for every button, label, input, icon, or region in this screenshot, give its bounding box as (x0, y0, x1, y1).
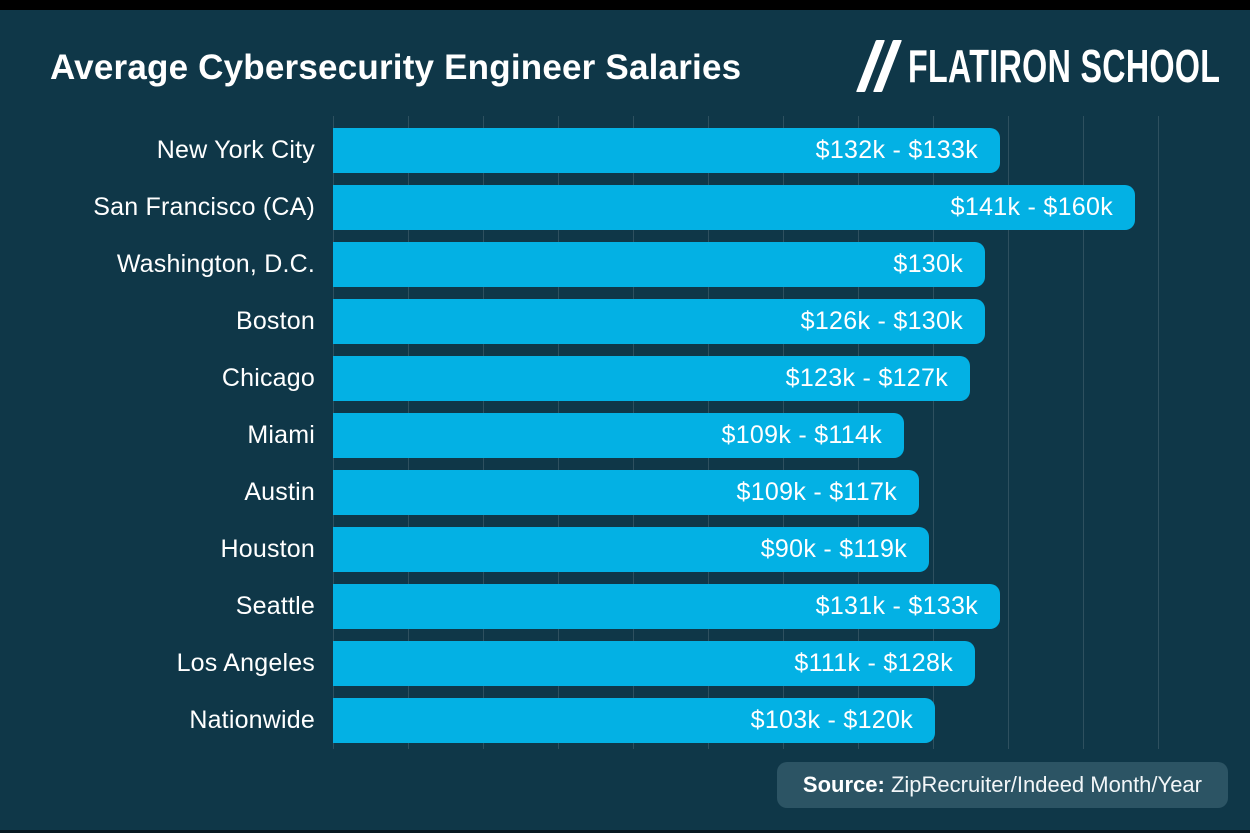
chart-row: Chicago $123k - $127k (0, 356, 1250, 401)
salary-bar: $103k - $120k (333, 698, 935, 743)
bar-value-label: $111k - $128k (794, 649, 953, 677)
chart-row: Houston $90k - $119k (0, 527, 1250, 572)
salary-bar: $126k - $130k (333, 299, 985, 344)
bar-value-label: $123k - $127k (785, 364, 948, 392)
bar-category-label: Chicago (221, 364, 315, 392)
bar-category-label: Seattle (235, 592, 315, 620)
bar-value-label: $141k - $160k (950, 193, 1113, 221)
bar-category-label: Washington, D.C. (116, 250, 315, 278)
chart-row: Austin $109k - $117k (0, 470, 1250, 515)
bar-category-label: Houston (220, 535, 315, 563)
flatiron-school-logo: FLATIRON SCHOOL (856, 40, 1220, 92)
salary-bar: $109k - $117k (333, 470, 919, 515)
logo-slashes-icon (856, 40, 902, 92)
bar-value-label: $103k - $120k (750, 706, 913, 734)
bar-value-label: $130k (893, 250, 963, 278)
salary-bar: $130k (333, 242, 985, 287)
bar-value-label: $109k - $114k (721, 421, 882, 449)
gridline (1008, 116, 1009, 749)
chart-row: Los Angeles $111k - $128k (0, 641, 1250, 686)
chart-row: Boston $126k - $130k (0, 299, 1250, 344)
salary-bar: $132k - $133k (333, 128, 1000, 173)
bar-category-label: Miami (247, 421, 315, 449)
salary-bar: $141k - $160k (333, 185, 1135, 230)
salary-bar: $123k - $127k (333, 356, 970, 401)
salary-bar: $109k - $114k (333, 413, 904, 458)
bar-category-label: New York City (156, 136, 315, 164)
top-black-strip (0, 0, 1250, 10)
bar-category-label: Nationwide (189, 706, 315, 734)
bar-value-label: $90k - $119k (760, 535, 907, 563)
bar-category-label: San Francisco (CA) (93, 193, 315, 221)
source-label: Source: (802, 772, 885, 797)
bar-value-label: $109k - $117k (736, 478, 897, 506)
chart-row: New York City $132k - $133k (0, 128, 1250, 173)
source-text: ZipRecruiter/Indeed Month/Year (884, 772, 1202, 797)
chart-row: Seattle $131k - $133k (0, 584, 1250, 629)
bar-category-label: Boston (235, 307, 315, 335)
logo-text: FLATIRON SCHOOL (908, 40, 1221, 92)
logo-text-wrap: FLATIRON SCHOOL (908, 40, 1220, 92)
bar-value-label: $126k - $130k (800, 307, 963, 335)
chart-row: Nationwide $103k - $120k (0, 698, 1250, 743)
bar-category-label: Los Angeles (176, 649, 315, 677)
chart-title: Average Cybersecurity Engineer Salaries (50, 48, 742, 87)
chart-row: San Francisco (CA) $141k - $160k (0, 185, 1250, 230)
salary-bar: $111k - $128k (333, 641, 975, 686)
chart-row: Washington, D.C. $130k (0, 242, 1250, 287)
gridline (1158, 116, 1159, 749)
salary-bar: $131k - $133k (333, 584, 1000, 629)
salary-bar-chart: New York City $132k - $133k San Francisc… (0, 115, 1250, 749)
source-badge: Source: ZipRecruiter/Indeed Month/Year (776, 762, 1228, 808)
gridline (1083, 116, 1084, 749)
bar-value-label: $131k - $133k (815, 592, 978, 620)
bottom-dark-strip (0, 830, 1250, 833)
gridline (933, 116, 934, 749)
bar-category-label: Austin (244, 478, 315, 506)
salary-bar: $90k - $119k (333, 527, 929, 572)
chart-row: Miami $109k - $114k (0, 413, 1250, 458)
bar-value-label: $132k - $133k (815, 136, 978, 164)
